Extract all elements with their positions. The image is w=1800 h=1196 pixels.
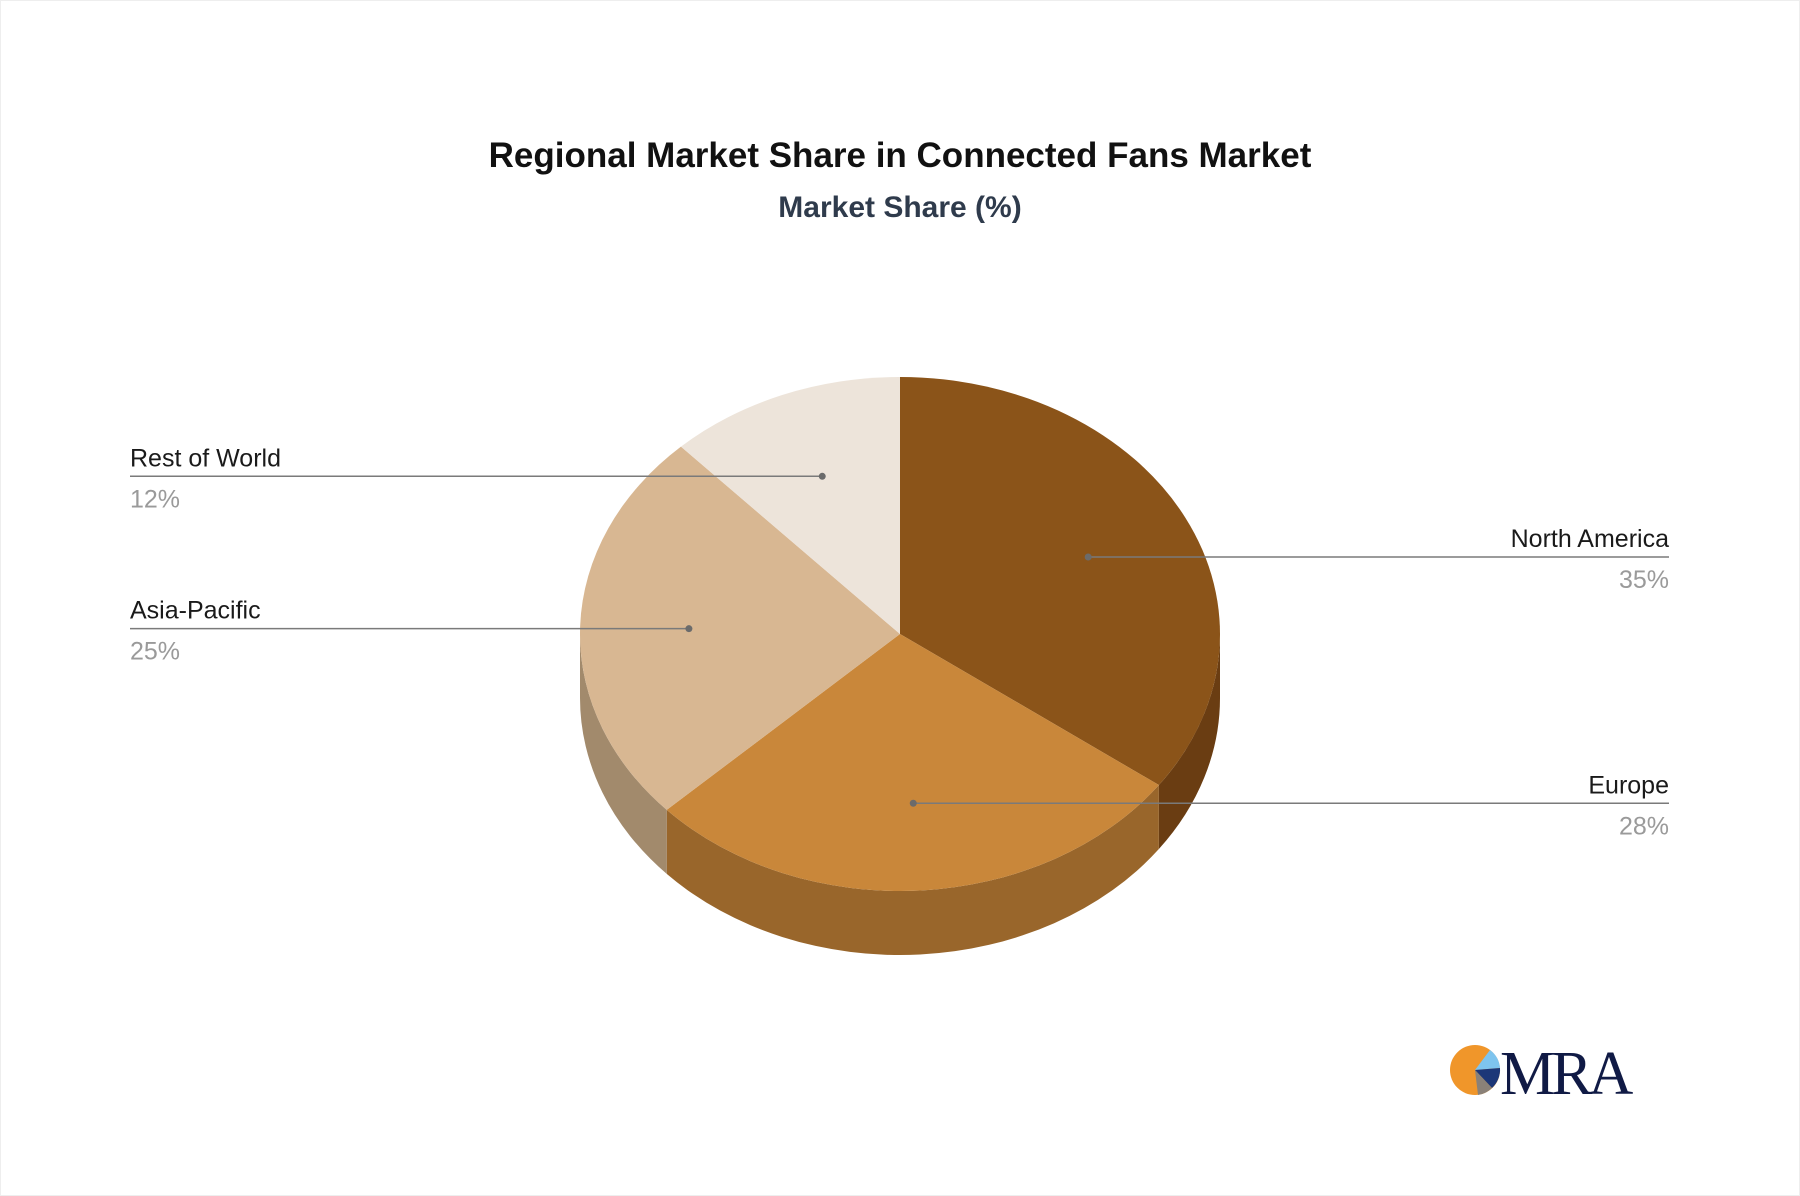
pie-slice-europe[interactable] — [666, 634, 1159, 891]
slice-value-north-america: 35% — [1619, 566, 1669, 594]
pie-slice-north-america[interactable] — [900, 377, 1220, 786]
slice-label-europe: Europe — [1588, 771, 1669, 799]
leader-dot-asia-pacific — [685, 625, 693, 633]
slice-label-north-america: North America — [1511, 525, 1669, 553]
svg-text:MRA: MRA — [1500, 1040, 1633, 1100]
pie-side-asia-pacific — [580, 634, 667, 874]
chart-subtitle: Market Share (%) — [778, 191, 1022, 224]
slice-value-asia-pacific: 25% — [130, 638, 180, 666]
slice-label-rest-of-world: Rest of World — [130, 444, 281, 472]
leader-dot-north-america — [1084, 553, 1092, 561]
pie-side-north-america — [1158, 634, 1220, 850]
leader-dot-europe — [909, 799, 917, 807]
slice-label-asia-pacific: Asia-Pacific — [130, 597, 261, 625]
slice-value-europe: 28% — [1619, 812, 1669, 840]
leader-dot-rest-of-world — [818, 472, 826, 480]
pie-slice-asia-pacific[interactable] — [580, 446, 900, 810]
mra-logo: MRA — [1450, 1040, 1637, 1100]
slice-value-rest-of-world: 12% — [130, 485, 180, 513]
pie-side-europe — [666, 785, 1159, 956]
pie-slice-rest-of-world[interactable] — [680, 377, 900, 634]
chart-title: Regional Market Share in Connected Fans … — [488, 136, 1312, 175]
